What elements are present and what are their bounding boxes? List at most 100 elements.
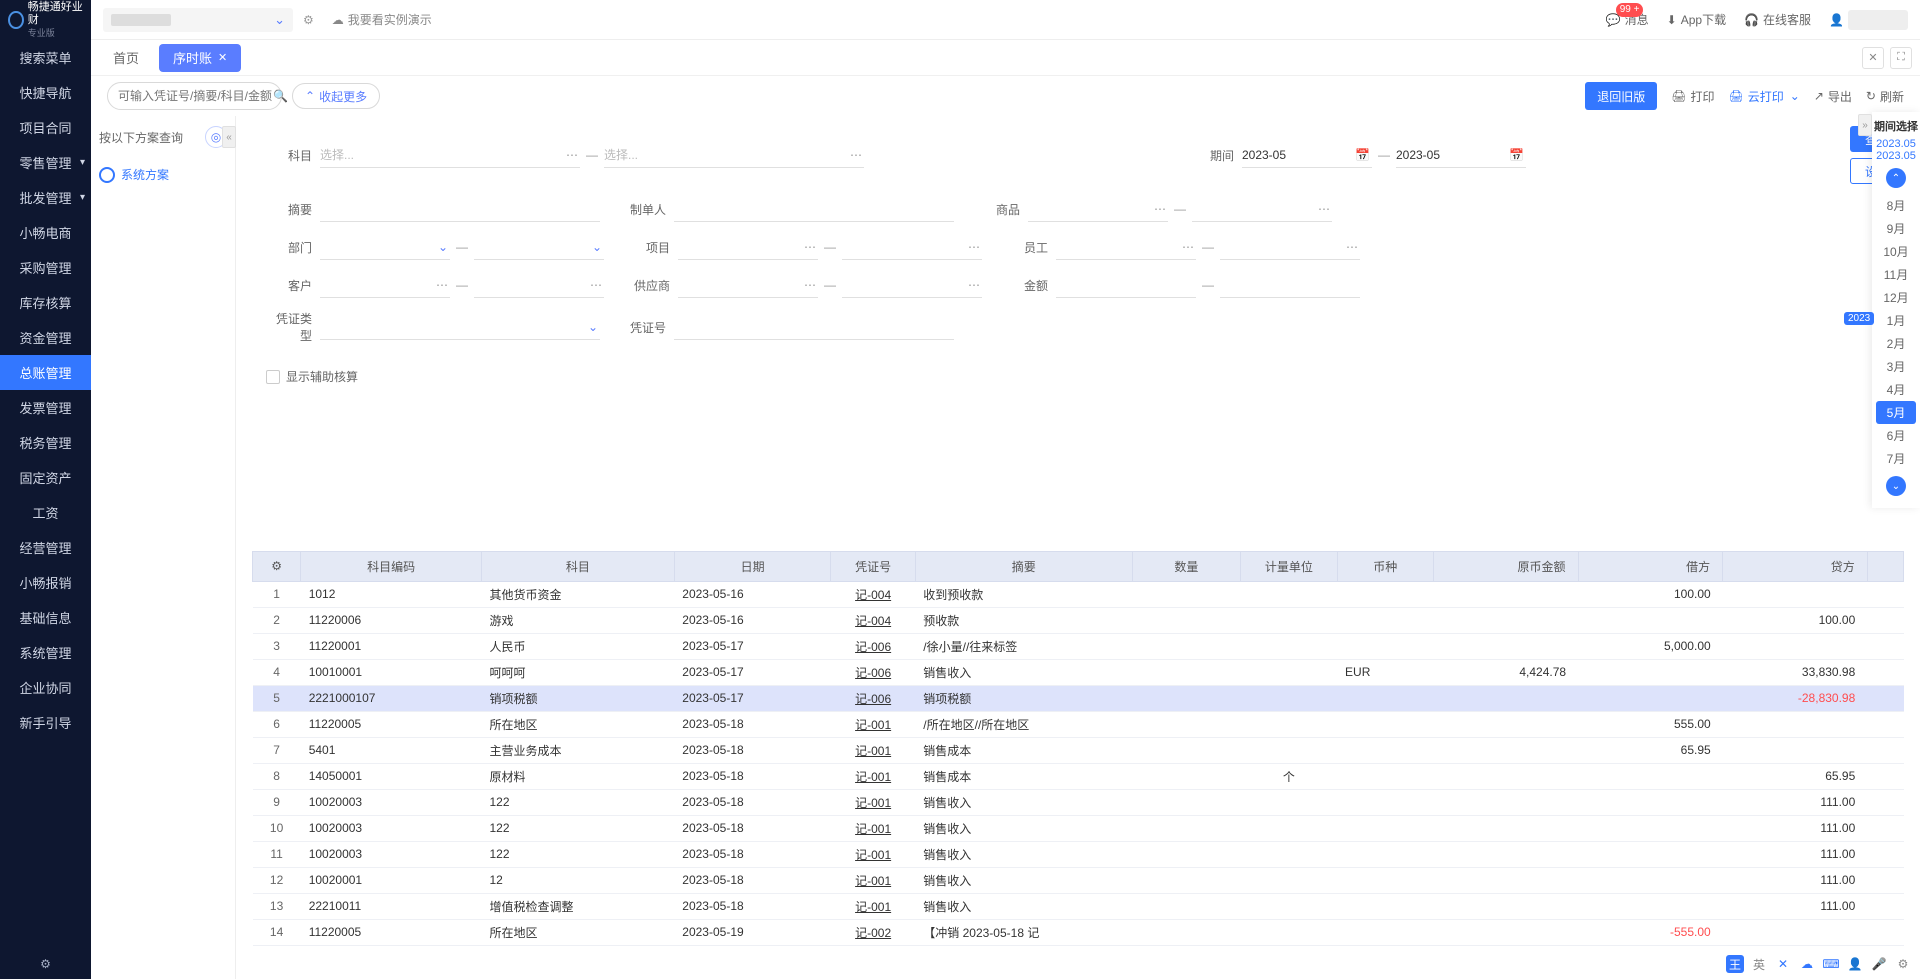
customer-service-button[interactable]: 🎧 在线客服	[1744, 11, 1811, 28]
voucher-link[interactable]: 记-001	[855, 822, 891, 836]
ime-gear-icon[interactable]: ⚙	[1894, 955, 1912, 973]
voucher-link[interactable]: 记-006	[855, 692, 891, 706]
subject-to-input[interactable]: 选择...⋯	[604, 142, 864, 168]
user-avatar[interactable]: 👤	[1829, 10, 1908, 30]
table-row[interactable]: 814050001原材料2023-05-18记-001销售成本个65.95	[253, 763, 1904, 789]
period-month[interactable]: 8月	[1872, 194, 1920, 217]
period-month[interactable]: 5月	[1876, 401, 1916, 424]
scroll-down-icon[interactable]: ⌄	[1886, 476, 1906, 496]
supplier-from-input[interactable]: ⋯	[678, 272, 818, 298]
collapse-scheme-button[interactable]: «	[222, 126, 236, 148]
voucher-link[interactable]: 记-002	[855, 926, 891, 940]
amount-to-input[interactable]	[1220, 272, 1360, 298]
nav-item[interactable]: 总账管理	[0, 355, 91, 390]
nav-item[interactable]: 发票管理	[0, 390, 91, 425]
period-month[interactable]: 6月	[1872, 424, 1920, 447]
ime-opt1-icon[interactable]: ✕	[1774, 955, 1792, 973]
scheme-item-system[interactable]: 系统方案	[99, 162, 227, 187]
nav-item[interactable]: 搜索菜单	[0, 40, 91, 75]
nav-item[interactable]: 税务管理	[0, 425, 91, 460]
nav-item[interactable]: 零售管理▾	[0, 145, 91, 180]
print-button[interactable]: 🖨打印	[1671, 88, 1714, 105]
ime-user-icon[interactable]: 👤	[1846, 955, 1864, 973]
nav-item[interactable]: 经营管理	[0, 530, 91, 565]
scroll-up-icon[interactable]: ⌃	[1886, 168, 1906, 188]
period-month[interactable]: 2月	[1872, 332, 1920, 355]
tenant-gear-icon[interactable]: ⚙	[303, 13, 314, 27]
nav-item[interactable]: 基础信息	[0, 600, 91, 635]
search-icon[interactable]: 🔍	[273, 89, 288, 103]
goods-from-input[interactable]: ⋯	[1028, 196, 1168, 222]
cust-to-input[interactable]: ⋯	[474, 272, 604, 298]
period-month[interactable]: 4月	[1872, 378, 1920, 401]
nav-item[interactable]: 库存核算	[0, 285, 91, 320]
period-month[interactable]: 7月	[1872, 447, 1920, 470]
collapse-filter-button[interactable]: ⌃收起更多	[292, 83, 380, 109]
app-download-button[interactable]: ⬇ App下载	[1667, 11, 1726, 28]
nav-item[interactable]: 采购管理	[0, 250, 91, 285]
goods-to-input[interactable]: ⋯	[1192, 196, 1332, 222]
voucher-link[interactable]: 记-001	[855, 744, 891, 758]
period-to-input[interactable]: 2023-05📅	[1396, 142, 1526, 168]
maker-input[interactable]	[674, 196, 954, 222]
nav-item[interactable]: 新手引导	[0, 705, 91, 740]
cust-from-input[interactable]: ⋯	[320, 272, 450, 298]
nav-item[interactable]: 固定资产	[0, 460, 91, 495]
old-version-button[interactable]: 退回旧版	[1585, 82, 1657, 110]
table-row[interactable]: 11100200031222023-05-18记-001销售收入111.00	[253, 841, 1904, 867]
nav-item[interactable]: 项目合同	[0, 110, 91, 145]
vtype-input[interactable]: ⌄	[320, 314, 600, 340]
tab-expand[interactable]: ⛶	[1890, 47, 1912, 69]
table-row[interactable]: 211220006游戏2023-05-16记-004预收款100.00	[253, 607, 1904, 633]
expand-period-button[interactable]: »	[1858, 114, 1872, 136]
table-row[interactable]: 11012其他货币资金2023-05-16记-004收到预收款100.00	[253, 581, 1904, 607]
ime-icon[interactable]: 王	[1726, 955, 1744, 973]
voucher-link[interactable]: 记-001	[855, 718, 891, 732]
voucher-link[interactable]: 记-006	[855, 666, 891, 680]
dept-from-input[interactable]: ⌄	[320, 234, 450, 260]
col-gear-icon[interactable]: ⚙	[253, 551, 301, 581]
nav-item[interactable]: 小畅报销	[0, 565, 91, 600]
period-from-input[interactable]: 2023-05📅	[1242, 142, 1372, 168]
ime-lang[interactable]: 英	[1750, 955, 1768, 973]
ime-cloud-icon[interactable]: ☁	[1798, 955, 1816, 973]
tab-home[interactable]: 首页	[99, 44, 153, 72]
period-month[interactable]: 9月	[1872, 217, 1920, 240]
table-row[interactable]: 1411220005所在地区2023-05-19记-002【冲销 2023-05…	[253, 919, 1904, 945]
summary-input[interactable]	[320, 196, 600, 222]
table-row[interactable]: 410010001呵呵呵2023-05-17记-006销售收入EUR4,424.…	[253, 659, 1904, 685]
nav-item[interactable]: 工资	[0, 495, 91, 530]
table-row[interactable]: 10100200031222023-05-18记-001销售收入111.00	[253, 815, 1904, 841]
nav-item[interactable]: 资金管理	[0, 320, 91, 355]
demo-link[interactable]: ☁ 我要看实例演示	[332, 11, 432, 28]
voucher-link[interactable]: 记-004	[855, 588, 891, 602]
voucher-link[interactable]: 记-001	[855, 796, 891, 810]
table-row[interactable]: 1210020001122023-05-18记-001销售收入111.00	[253, 867, 1904, 893]
table-row[interactable]: 9100200031222023-05-18记-001销售收入111.00	[253, 789, 1904, 815]
aux-checkbox[interactable]	[266, 370, 280, 384]
emp-to-input[interactable]: ⋯	[1220, 234, 1360, 260]
export-button[interactable]: ↗导出	[1814, 88, 1852, 105]
tab-close-all[interactable]: ✕	[1862, 47, 1884, 69]
sidebar-settings[interactable]: ⚙	[0, 949, 91, 979]
nav-item[interactable]: 系统管理	[0, 635, 91, 670]
nav-item[interactable]: 批发管理▾	[0, 180, 91, 215]
table-row[interactable]: 75401主营业务成本2023-05-18记-001销售成本65.95	[253, 737, 1904, 763]
project-to-input[interactable]: ⋯	[842, 234, 982, 260]
period-month[interactable]: 3月	[1872, 355, 1920, 378]
voucher-link[interactable]: 记-001	[855, 874, 891, 888]
nav-item[interactable]: 企业协同	[0, 670, 91, 705]
search-input[interactable]	[118, 89, 273, 103]
supplier-to-input[interactable]: ⋯	[842, 272, 982, 298]
voucher-link[interactable]: 记-006	[855, 640, 891, 654]
ime-voice-icon[interactable]: 🎤	[1870, 955, 1888, 973]
dept-to-input[interactable]: ⌄	[474, 234, 604, 260]
tab-journal[interactable]: 序时账 ✕	[159, 44, 241, 72]
voucher-link[interactable]: 记-001	[855, 770, 891, 784]
refresh-button[interactable]: ↻刷新	[1866, 88, 1904, 105]
period-month[interactable]: 12月	[1872, 286, 1920, 309]
table-row[interactable]: 1322210011增值税检查调整2023-05-18记-001销售收入111.…	[253, 893, 1904, 919]
table-row[interactable]: 311220001人民币2023-05-17记-006/徐小量//往来标签5,0…	[253, 633, 1904, 659]
cloud-print-button[interactable]: 🖨云打印⌄	[1729, 88, 1800, 105]
period-month[interactable]: 10月	[1872, 240, 1920, 263]
